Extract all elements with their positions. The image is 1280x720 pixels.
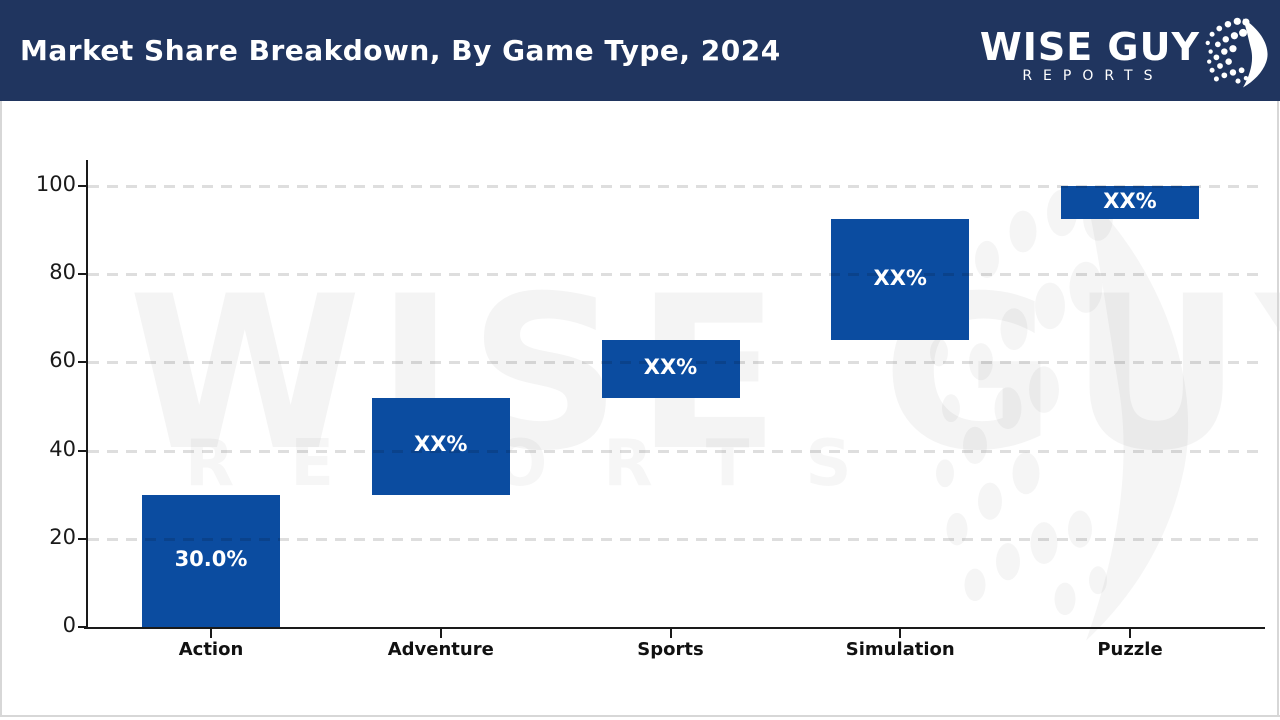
bar-value-label-simulation: XX% [873, 265, 927, 290]
bar-adventure [371, 397, 510, 495]
y-tick-label-80: 80 [49, 260, 76, 285]
x-tick-mark-simulation [899, 629, 902, 638]
y-tick-mark-60 [78, 361, 86, 364]
header: Market Share Breakdown, By Game Type, 20… [0, 0, 1280, 101]
gridline-100 [88, 185, 1263, 188]
gridline-40 [88, 449, 1263, 453]
chart-title: Market Share Breakdown, By Game Type, 20… [20, 34, 781, 67]
page-border-right [1277, 101, 1279, 717]
y-tick-mark-100 [78, 185, 86, 187]
logo-subtext: REPORTS [1022, 68, 1164, 84]
page-border-left [0, 101, 2, 717]
x-tick-mark-action [210, 629, 212, 638]
y-tick-label-0: 0 [62, 613, 76, 637]
gridline-80 [88, 273, 1263, 277]
bar-value-label-sports: XX% [643, 355, 698, 379]
category-label-simulation: Simulation [845, 639, 955, 660]
bar-value-label-action: 30.0% [174, 546, 248, 571]
y-tick-mark-80 [78, 273, 86, 276]
bar-simulation [831, 219, 970, 341]
gridline-20 [88, 537, 1263, 541]
category-label-sports: Sports [637, 639, 704, 660]
gridline-60 [88, 361, 1263, 365]
y-axis-line [86, 160, 88, 629]
y-tick-mark-20 [78, 537, 86, 540]
y-tick-label-60: 60 [49, 348, 76, 373]
y-tick-label-100: 100 [35, 172, 76, 196]
y-tick-label-40: 40 [49, 436, 76, 461]
bar-action [142, 494, 280, 627]
category-label-action: Action [178, 639, 244, 660]
wiseguy-logo: WISE GUY REPORTS [980, 16, 1274, 96]
logo-head-icon [1205, 17, 1268, 88]
category-label-puzzle: Puzzle [1097, 639, 1163, 660]
bar-sports [601, 340, 740, 398]
y-tick-mark-40 [78, 449, 86, 452]
y-tick-mark-0 [78, 626, 86, 628]
category-label-adventure: Adventure [387, 639, 494, 660]
page-border-bottom [0, 715, 1280, 717]
x-tick-mark-puzzle [1129, 629, 1131, 638]
logo-wordmark: WISE GUY [979, 25, 1200, 69]
bar-puzzle [1061, 186, 1199, 220]
x-axis-line [84, 627, 1265, 629]
bar-value-label-adventure: XX% [414, 432, 468, 457]
logo-text: WISE GUY REPORTS [980, 28, 1200, 84]
x-tick-mark-adventure [439, 629, 442, 638]
bar-value-label-puzzle: XX% [1103, 188, 1157, 213]
x-tick-mark-sports [669, 629, 672, 638]
y-tick-label-20: 20 [49, 524, 76, 549]
